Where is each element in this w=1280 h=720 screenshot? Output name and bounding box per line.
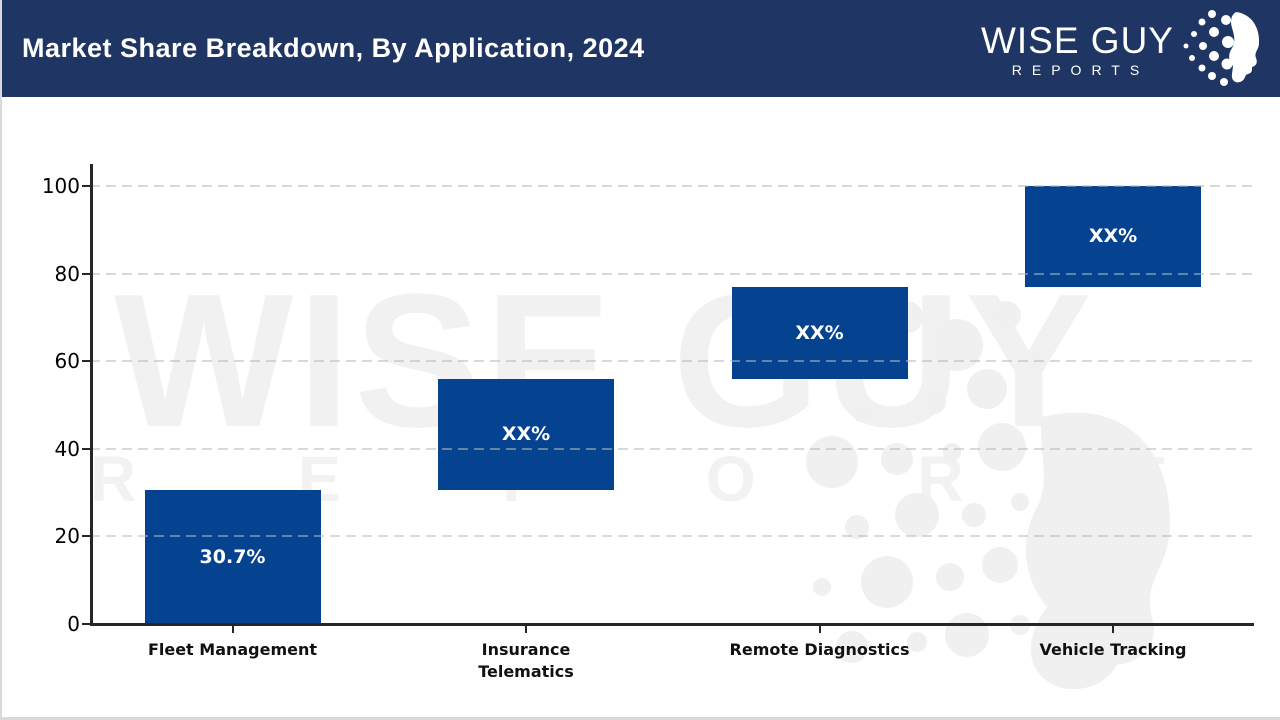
x-tick-mark: [818, 625, 821, 633]
bar-remote-diagnostics: XX%: [731, 286, 908, 379]
bar-vehicle-tracking: XX%: [1025, 186, 1201, 287]
header-bar: Market Share Breakdown, By Application, …: [2, 0, 1280, 97]
x-axis-category-label: Insurance Telematics: [478, 640, 574, 681]
x-axis-line: [90, 623, 1254, 626]
logo-subtitle: REPORTS: [1011, 62, 1150, 79]
gridline: [90, 360, 1254, 363]
x-axis-category-label: Fleet Management: [147, 640, 318, 659]
y-tick-mark: [82, 360, 90, 363]
y-tick-mark: [82, 185, 90, 187]
bar-insurance: XX%: [438, 378, 614, 490]
y-axis-line: [90, 164, 93, 625]
logo-wordmark: WISE GUY: [980, 19, 1174, 61]
bar-value-label: XX%: [795, 321, 844, 344]
y-tick-mark: [82, 272, 90, 275]
x-tick-mark: [231, 625, 234, 633]
y-tick-label: 40: [54, 436, 80, 461]
waterfall-chart: WISE GUY R E P O R T S: [2, 97, 1280, 717]
y-tick-mark: [82, 623, 90, 625]
y-tick-label: 100: [41, 174, 80, 198]
bar-value-label: 30.7%: [199, 545, 266, 568]
wise-guy-reports-logo: WISE GUY REPORTS: [981, 8, 1262, 92]
y-tick-mark: [82, 447, 90, 450]
bar-value-label: XX%: [501, 423, 551, 446]
x-axis-category-label: Vehicle Tracking: [1039, 640, 1187, 659]
y-tick-label: 80: [54, 261, 80, 286]
y-tick-mark: [82, 535, 90, 538]
y-tick-label: 20: [54, 524, 80, 549]
y-tick-label: 0: [67, 612, 80, 636]
logo-text: WISE GUY REPORTS: [980, 19, 1174, 79]
gridline: [90, 272, 1254, 275]
gridline: [90, 185, 1254, 187]
bar-value-label: XX%: [1088, 225, 1138, 248]
gridline: [90, 535, 1254, 538]
x-axis-category-label: Remote Diagnostics: [729, 640, 910, 659]
x-tick-mark: [525, 625, 527, 633]
y-tick-label: 60: [54, 349, 80, 374]
bar-fleet-management: 30.7%: [144, 489, 321, 624]
dotted-face-profile-icon: [1176, 6, 1262, 94]
x-tick-mark: [1112, 625, 1114, 633]
page-title: Market Share Breakdown, By Application, …: [22, 33, 645, 63]
gridline: [90, 447, 1254, 450]
